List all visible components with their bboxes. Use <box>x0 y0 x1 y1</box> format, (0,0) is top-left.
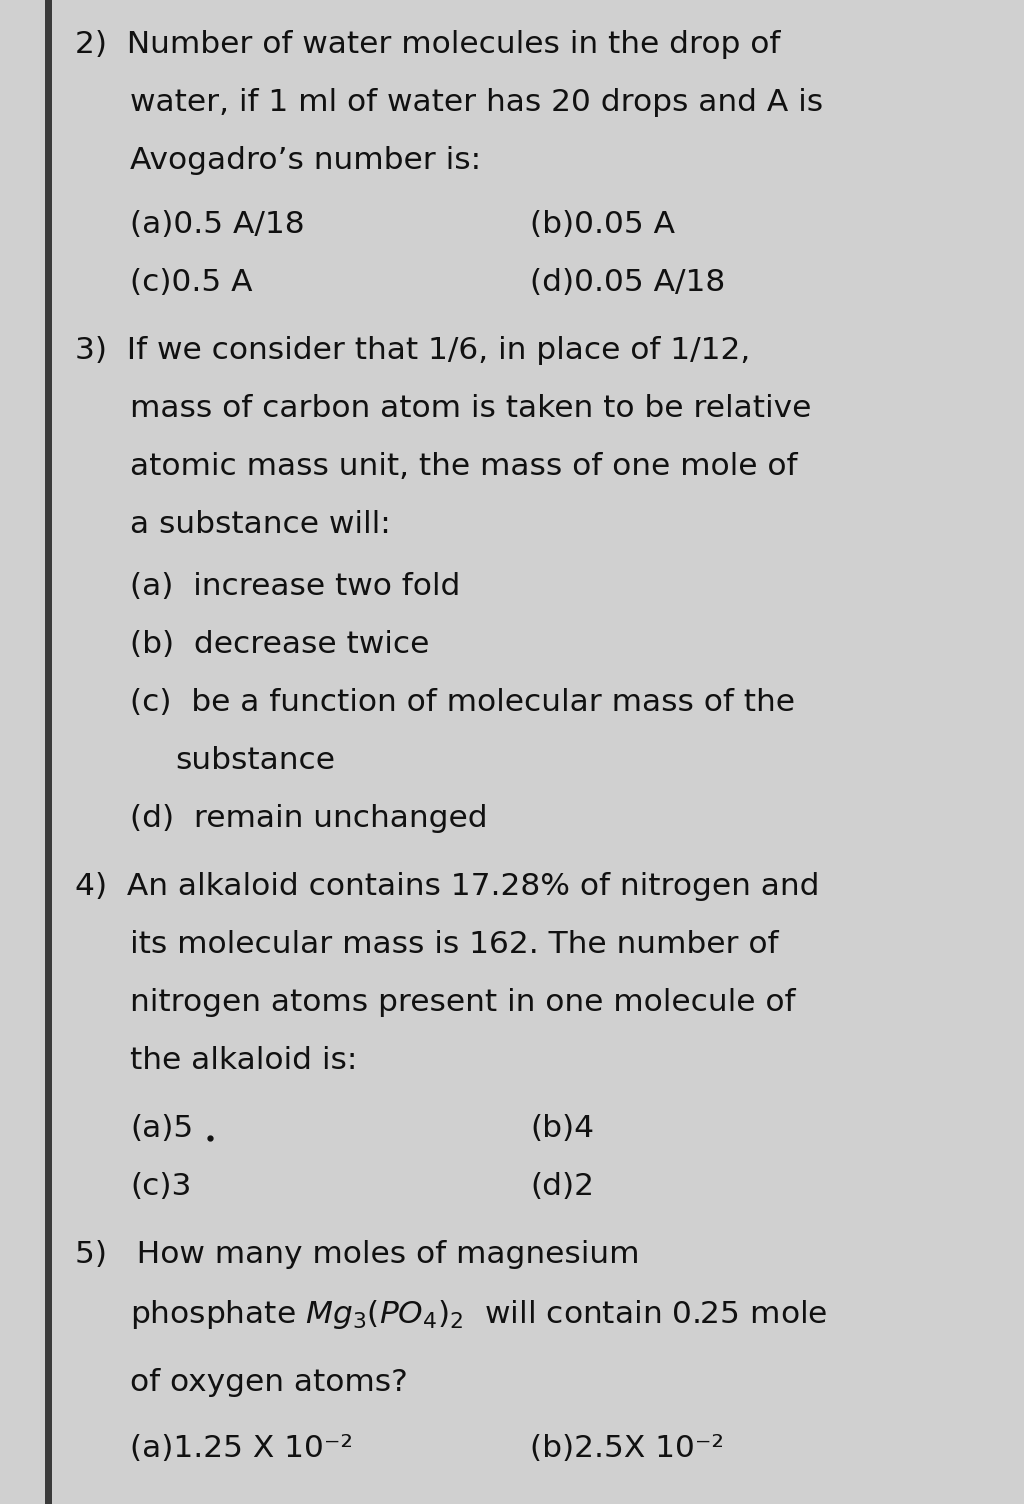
Text: a substance will:: a substance will: <box>130 510 391 538</box>
Text: phosphate $\mathit{Mg}_3(PO_4)_2$  will contain 0.25 mole: phosphate $\mathit{Mg}_3(PO_4)_2$ will c… <box>130 1298 827 1331</box>
Text: its molecular mass is 162. The number of: its molecular mass is 162. The number of <box>130 929 778 960</box>
Text: (a)1.25 X 10⁻²: (a)1.25 X 10⁻² <box>130 1433 353 1463</box>
Text: (d)0.05 A/18: (d)0.05 A/18 <box>530 268 725 296</box>
Text: (a)0.5 A/18: (a)0.5 A/18 <box>130 211 304 239</box>
Text: (b)0.05 A: (b)0.05 A <box>530 211 675 239</box>
Text: (d)2: (d)2 <box>530 1172 594 1202</box>
Text: water, if 1 ml of water has 20 drops and A is: water, if 1 ml of water has 20 drops and… <box>130 89 823 117</box>
Text: nitrogen atoms present in one molecule of: nitrogen atoms present in one molecule o… <box>130 988 796 1017</box>
Text: 3)  If we consider that 1/6, in place of 1/12,: 3) If we consider that 1/6, in place of … <box>75 335 751 365</box>
Text: Avogadro’s number is:: Avogadro’s number is: <box>130 146 481 174</box>
Text: the alkaloid is:: the alkaloid is: <box>130 1045 357 1075</box>
Text: of oxygen atoms?: of oxygen atoms? <box>130 1369 408 1397</box>
Text: (c)  be a function of molecular mass of the: (c) be a function of molecular mass of t… <box>130 687 795 717</box>
Text: atomic mass unit, the mass of one mole of: atomic mass unit, the mass of one mole o… <box>130 453 798 481</box>
Text: (c)0.5 A: (c)0.5 A <box>130 268 253 296</box>
Text: (b)2.5X 10⁻²: (b)2.5X 10⁻² <box>530 1433 724 1463</box>
Text: (c)3: (c)3 <box>130 1172 191 1202</box>
Bar <box>45 0 52 1504</box>
Text: mass of carbon atom is taken to be relative: mass of carbon atom is taken to be relat… <box>130 394 811 423</box>
Text: (d)  remain unchanged: (d) remain unchanged <box>130 805 487 833</box>
Text: (b)  decrease twice: (b) decrease twice <box>130 630 429 659</box>
Text: (a)  increase two fold: (a) increase two fold <box>130 572 461 602</box>
Text: 4)  An alkaloid contains 17.28% of nitrogen and: 4) An alkaloid contains 17.28% of nitrog… <box>75 872 819 901</box>
Text: 2)  Number of water molecules in the drop of: 2) Number of water molecules in the drop… <box>75 30 780 59</box>
Text: substance: substance <box>175 746 335 775</box>
Text: (b)4: (b)4 <box>530 1114 594 1143</box>
Text: 5)   How many moles of magnesium: 5) How many moles of magnesium <box>75 1239 640 1269</box>
Text: (a)5: (a)5 <box>130 1114 194 1143</box>
